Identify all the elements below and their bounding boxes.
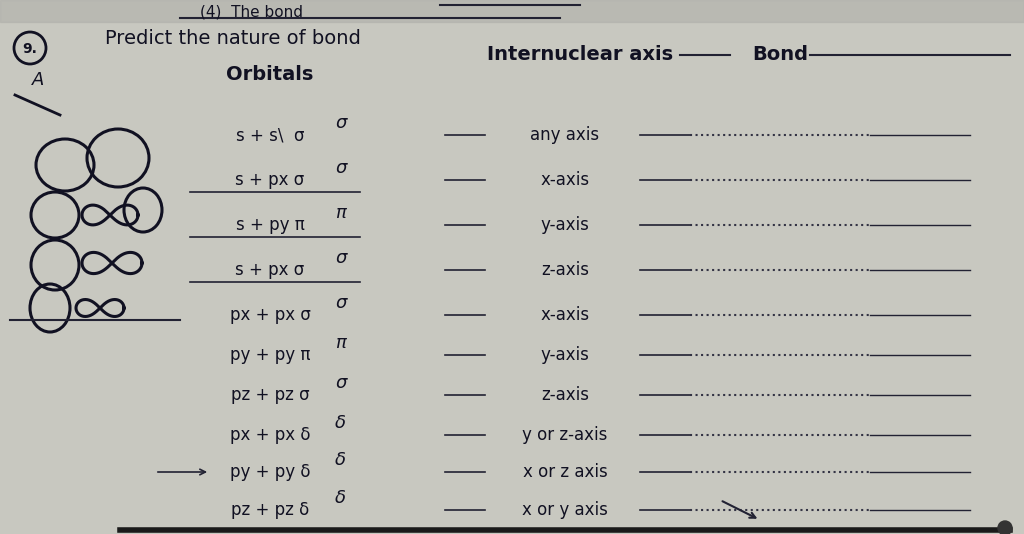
- Text: Bond: Bond: [752, 45, 808, 65]
- Text: px + px σ: px + px σ: [229, 306, 310, 324]
- Text: π: π: [335, 204, 346, 222]
- Text: px + px δ: px + px δ: [229, 426, 310, 444]
- Text: y-axis: y-axis: [541, 216, 590, 234]
- Text: Orbitals: Orbitals: [226, 66, 313, 84]
- Text: y or z-axis: y or z-axis: [522, 426, 607, 444]
- Text: s + px σ: s + px σ: [236, 171, 304, 189]
- Text: 9.: 9.: [23, 42, 38, 56]
- Circle shape: [998, 521, 1012, 534]
- Text: x or y axis: x or y axis: [522, 501, 608, 519]
- Text: x-axis: x-axis: [541, 171, 590, 189]
- Text: s + s\  σ: s + s\ σ: [236, 126, 304, 144]
- Text: any axis: any axis: [530, 126, 600, 144]
- Text: σ: σ: [335, 114, 346, 132]
- Text: δ: δ: [335, 414, 346, 432]
- Text: A: A: [32, 71, 44, 89]
- Text: σ: σ: [335, 159, 346, 177]
- Bar: [0, 0, 1024, 22]
- Text: δ: δ: [335, 489, 346, 507]
- Text: x-axis: x-axis: [541, 306, 590, 324]
- Text: σ: σ: [335, 249, 346, 267]
- Text: pz + pz σ: pz + pz σ: [230, 386, 309, 404]
- Text: py + py π: py + py π: [229, 346, 310, 364]
- Text: pz + pz δ: pz + pz δ: [230, 501, 309, 519]
- Text: σ: σ: [335, 374, 346, 392]
- Text: s + py π: s + py π: [236, 216, 304, 234]
- Text: π: π: [335, 334, 346, 352]
- Text: Predict the nature of bond: Predict the nature of bond: [105, 28, 360, 48]
- Text: z-axis: z-axis: [541, 261, 589, 279]
- Text: z-axis: z-axis: [541, 386, 589, 404]
- Text: y-axis: y-axis: [541, 346, 590, 364]
- Text: δ: δ: [335, 451, 346, 469]
- Text: (4)  The bond: (4) The bond: [200, 4, 303, 20]
- Text: py + py δ: py + py δ: [229, 463, 310, 481]
- Text: σ: σ: [335, 294, 346, 312]
- Text: s + px σ: s + px σ: [236, 261, 304, 279]
- Text: Internuclear axis: Internuclear axis: [487, 45, 673, 65]
- Text: x or z axis: x or z axis: [522, 463, 607, 481]
